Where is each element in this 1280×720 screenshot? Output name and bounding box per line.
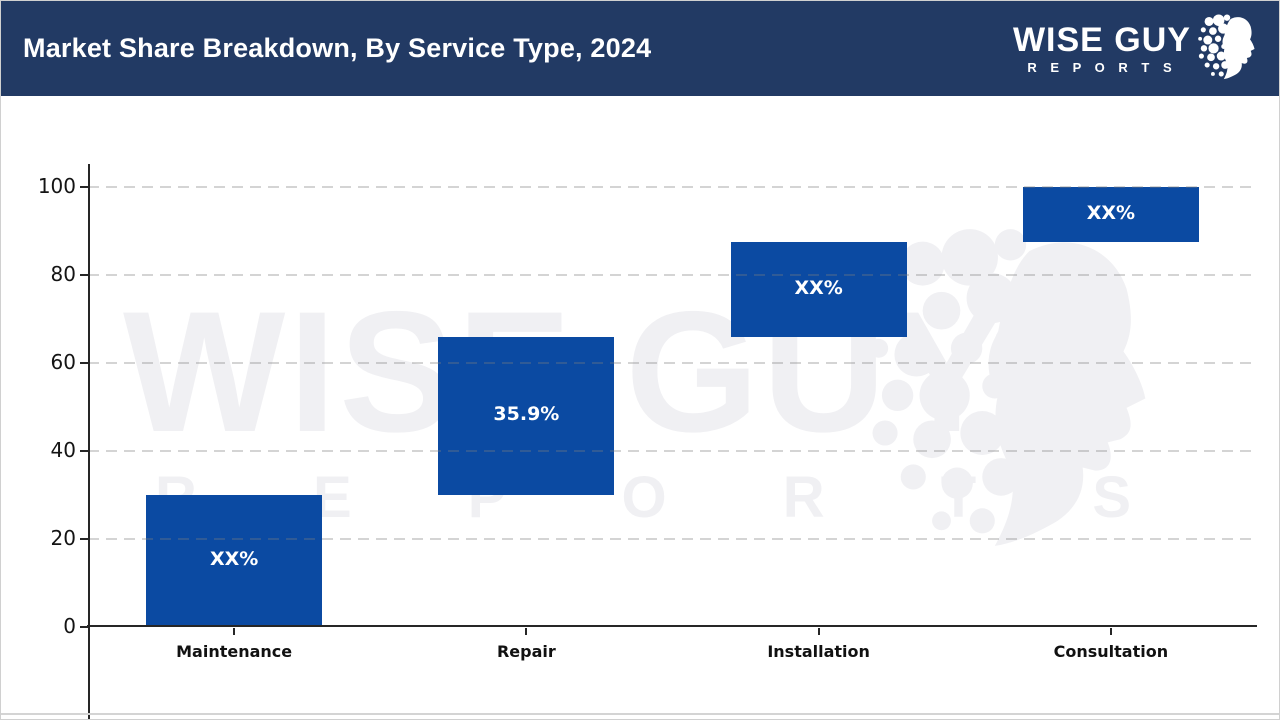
chart-title: Market Share Breakdown, By Service Type,… <box>23 33 652 63</box>
y-axis-tick <box>80 626 88 628</box>
y-axis-tick <box>80 274 88 276</box>
x-axis-tick <box>233 628 236 635</box>
y-axis-tick <box>80 362 88 364</box>
bar-value-label: 35.9% <box>493 403 560 426</box>
gridline <box>88 538 1257 540</box>
gridline <box>88 450 1257 452</box>
brand-text: WISE GUY R E P O R T S <box>1013 23 1191 75</box>
brand-name: WISE GUY <box>1012 20 1191 59</box>
y-axis-tick <box>80 186 88 188</box>
bar-value-label: XX% <box>209 548 259 571</box>
bar <box>438 337 615 496</box>
brand-logo: WISE GUY R E P O R T S <box>1013 9 1259 89</box>
x-axis-tick <box>1109 628 1112 635</box>
bar-value-label: XX% <box>1086 201 1136 224</box>
x-axis-category-label: Installation <box>767 642 870 661</box>
wise-guy-head-icon <box>1198 13 1255 79</box>
plot-area: WISE GUY R E P O R T S 0 20 40 60 80 100 XX% 35… <box>1 96 1279 719</box>
gridline <box>88 362 1257 364</box>
x-axis-category-label: Consultation <box>1053 642 1169 661</box>
brand-reports-label: R E P O R T S <box>1027 59 1177 75</box>
gridline <box>88 274 1257 276</box>
y-axis-tick-label: 20 <box>50 526 76 550</box>
y-axis-tick <box>80 450 88 452</box>
bottom-divider <box>1 713 1279 715</box>
y-axis-tick-label: 0 <box>63 614 76 638</box>
y-axis-tick-label: 40 <box>50 438 76 462</box>
y-axis-tick-label: 80 <box>50 262 76 286</box>
y-axis-tick <box>80 538 88 540</box>
x-axis-tick <box>525 628 528 635</box>
x-axis-category-label: Repair <box>496 642 556 661</box>
watermark-head-icon <box>869 229 1146 546</box>
y-axis-line <box>88 164 90 719</box>
x-axis-line <box>87 625 1257 627</box>
bar <box>730 242 907 338</box>
y-axis-tick-label: 60 <box>50 350 76 374</box>
gridline <box>88 186 1257 188</box>
bar <box>146 495 323 627</box>
header: Market Share Breakdown, By Service Type,… <box>1 1 1279 96</box>
y-axis-tick-label: 100 <box>37 174 76 198</box>
x-axis-tick <box>817 628 820 635</box>
bar <box>1022 187 1199 242</box>
bar-value-label: XX% <box>794 276 843 299</box>
x-axis-category-label: Maintenance <box>176 642 293 661</box>
